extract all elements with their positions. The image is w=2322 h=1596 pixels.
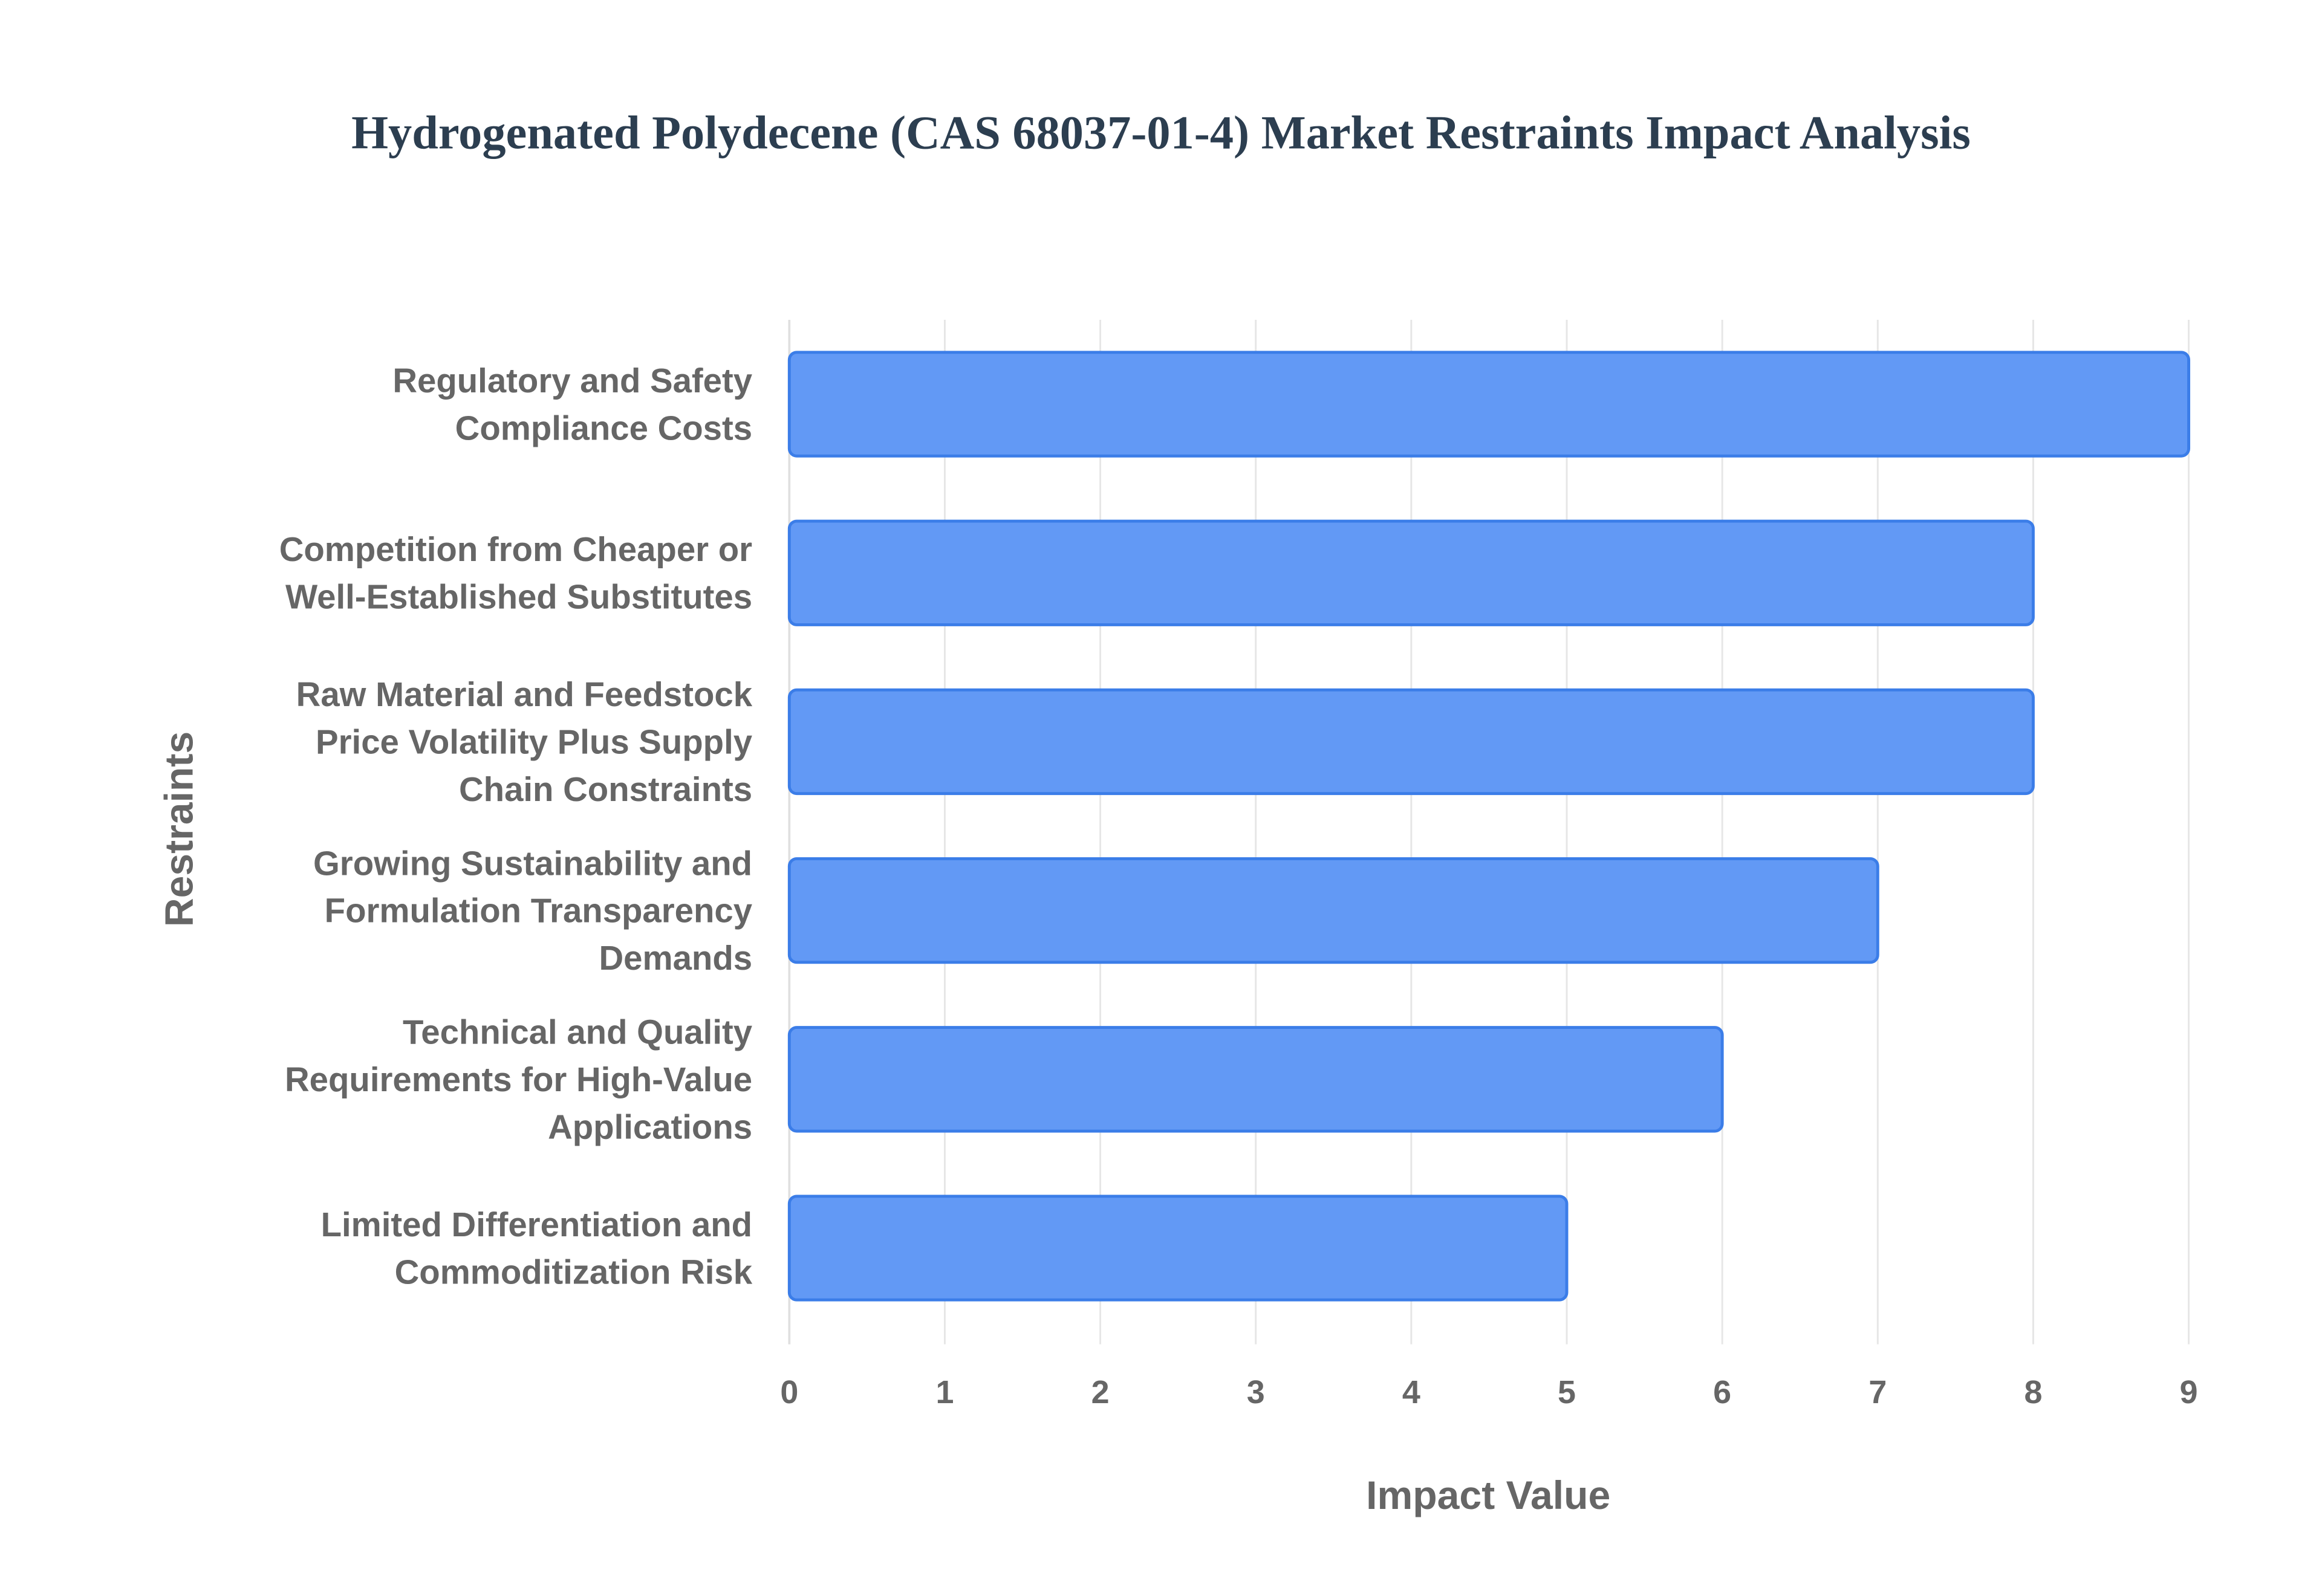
x-tick-label: 8 [2024,1374,2042,1410]
y-tick-label: Raw Material and Feedstock Price Volatil… [296,675,753,809]
bar [787,688,2035,796]
x-tick-label: 1 [935,1374,954,1410]
x-tick-label: 4 [1402,1374,1420,1410]
bar [787,1195,1569,1302]
bar [787,857,1879,964]
bar [787,519,2035,626]
x-tick-label: 0 [780,1374,798,1410]
bar [787,351,2191,458]
chart-title: Hydrogenated Polydecene (CAS 68037-01-4)… [351,106,1971,159]
x-tick-label: 7 [1868,1374,1887,1410]
x-tick-label: 9 [2180,1374,2198,1410]
x-tick-label: 3 [1247,1374,1265,1410]
x-tick-label: 5 [1558,1374,1576,1410]
y-tick-label: Growing Sustainability and Formulation T… [313,843,753,978]
x-axis-label: Impact Value [1366,1473,1610,1518]
y-tick-label: Technical and Quality Requirements for H… [285,1013,753,1146]
x-tick-label: 2 [1091,1374,1110,1410]
y-tick-label: Competition from Cheaper or Well-Establi… [279,530,753,616]
y-tick-label: Limited Differentiation and Commoditizat… [320,1205,753,1291]
y-tick-label: Regulatory and Safety Compliance Costs [392,361,753,447]
bar [787,1026,1724,1133]
x-tick-label: 6 [1713,1374,1731,1410]
y-axis-label: Restraints [157,731,202,927]
